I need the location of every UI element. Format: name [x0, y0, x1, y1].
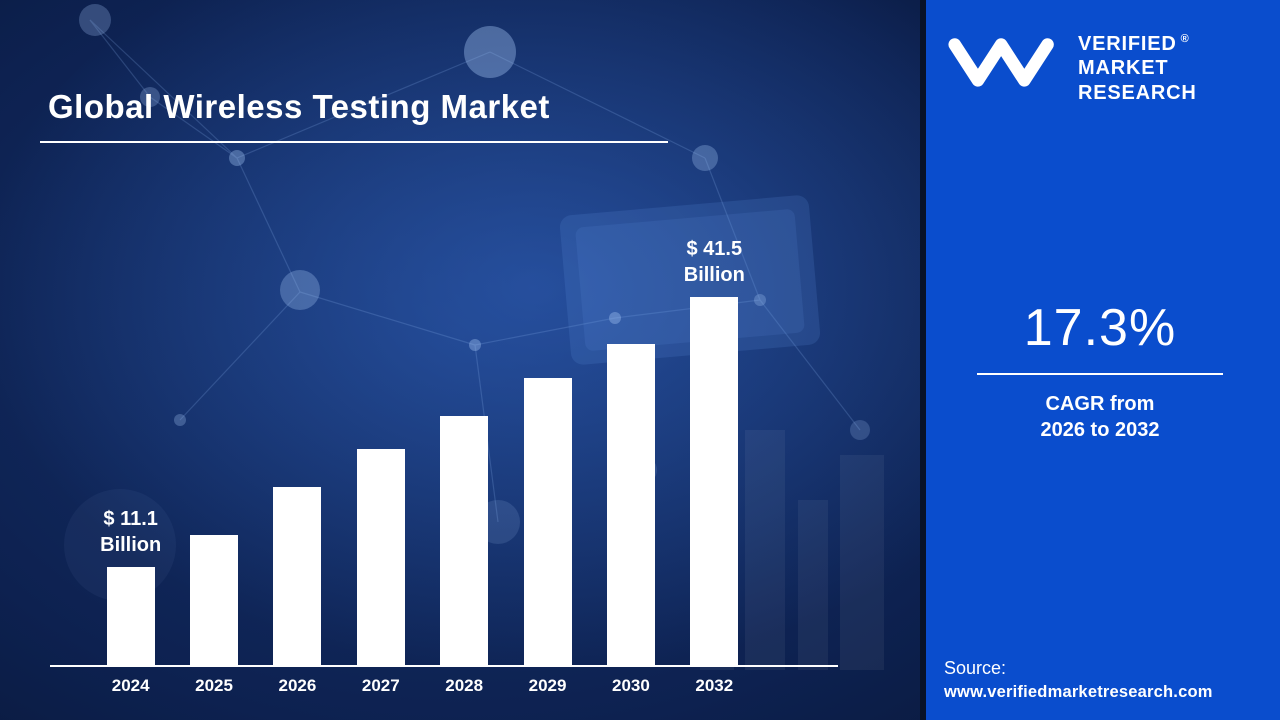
x-axis-label: 2029: [528, 676, 567, 695]
x-axis-labels: 2024 2025 2026 2027 2028 2029 2030 2032: [89, 676, 756, 696]
bar-item: [423, 220, 506, 665]
cagr-caption-line2: 2026 to 2032: [1040, 419, 1160, 442]
bar: [190, 535, 239, 665]
bar-value-label: $ 41.5 Billion: [683, 238, 745, 286]
x-axis-label: 2024: [111, 676, 150, 695]
x-axis-label: 2027: [361, 676, 400, 695]
page-title: Global Wireless Testing Market: [48, 88, 550, 125]
source-block: Source: www.verifiedmarketresearch.com: [944, 658, 1213, 702]
bar-item: [589, 220, 672, 665]
bar-chart: $ 11.1 Billion $ 41.5 Billion: [89, 220, 756, 665]
x-axis-label: 2026: [278, 676, 317, 695]
cagr-value: 17.3%: [1023, 299, 1177, 357]
bar: [440, 416, 489, 665]
logo-row: VERIFIED ® MARKET RESEARCH: [946, 32, 1197, 105]
bar: [606, 344, 655, 665]
logo-line-market: MARKET: [1078, 57, 1169, 80]
bar: [356, 449, 405, 665]
bar-item: $ 41.5 Billion: [673, 220, 756, 665]
logo-wordmark: VERIFIED ® MARKET RESEARCH: [1078, 32, 1197, 105]
cagr-caption-line1: CAGR from: [1045, 393, 1155, 416]
info-panel: VERIFIED ® MARKET RESEARCH 17.3% CAGR fro…: [920, 0, 1280, 720]
bar-item: [339, 220, 422, 665]
source-label: Source:: [944, 658, 1007, 678]
registered-trademark: ®: [1180, 33, 1190, 46]
bar: [273, 487, 322, 665]
title-underline: [40, 141, 668, 143]
bar: [523, 378, 572, 665]
x-axis-label: 2028: [445, 676, 484, 695]
vmr-logo-icon: [948, 38, 1054, 87]
bar: [106, 567, 155, 665]
x-axis-label: 2025: [195, 676, 233, 695]
cagr-caption: CAGR from 2026 to 2032: [926, 391, 1274, 443]
bar-item: $ 11.1 Billion: [89, 220, 172, 665]
bar-item: [256, 220, 339, 665]
bar-item: [172, 220, 255, 665]
bar-value-label: $ 11.1 Billion: [100, 508, 162, 556]
x-axis-label: 2032: [695, 676, 734, 695]
cagr-divider: [977, 373, 1223, 376]
bar-item: [506, 220, 589, 665]
x-axis-label: 2030: [612, 676, 650, 695]
cagr-block: 17.3% CAGR from 2026 to 2032: [926, 299, 1274, 443]
network-pattern-decoration: [64, 4, 884, 670]
bar: [690, 297, 739, 665]
logo-line-research: RESEARCH: [1078, 81, 1197, 104]
x-axis-line: [50, 665, 838, 667]
logo-line-verified: VERIFIED: [1078, 33, 1177, 55]
chart-panel: Global Wireless Testing Market $ 11.1 Bil…: [0, 0, 920, 720]
source-url[interactable]: www.verifiedmarketresearch.com: [944, 683, 1213, 701]
